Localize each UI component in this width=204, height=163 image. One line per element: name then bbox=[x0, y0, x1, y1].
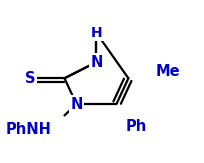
Text: Ph: Ph bbox=[125, 119, 146, 134]
Text: H: H bbox=[90, 26, 102, 40]
Text: N: N bbox=[90, 55, 102, 70]
Text: S: S bbox=[25, 71, 36, 86]
Text: Me: Me bbox=[155, 64, 180, 79]
Text: PhNH: PhNH bbox=[6, 122, 51, 137]
Text: N: N bbox=[70, 97, 82, 112]
